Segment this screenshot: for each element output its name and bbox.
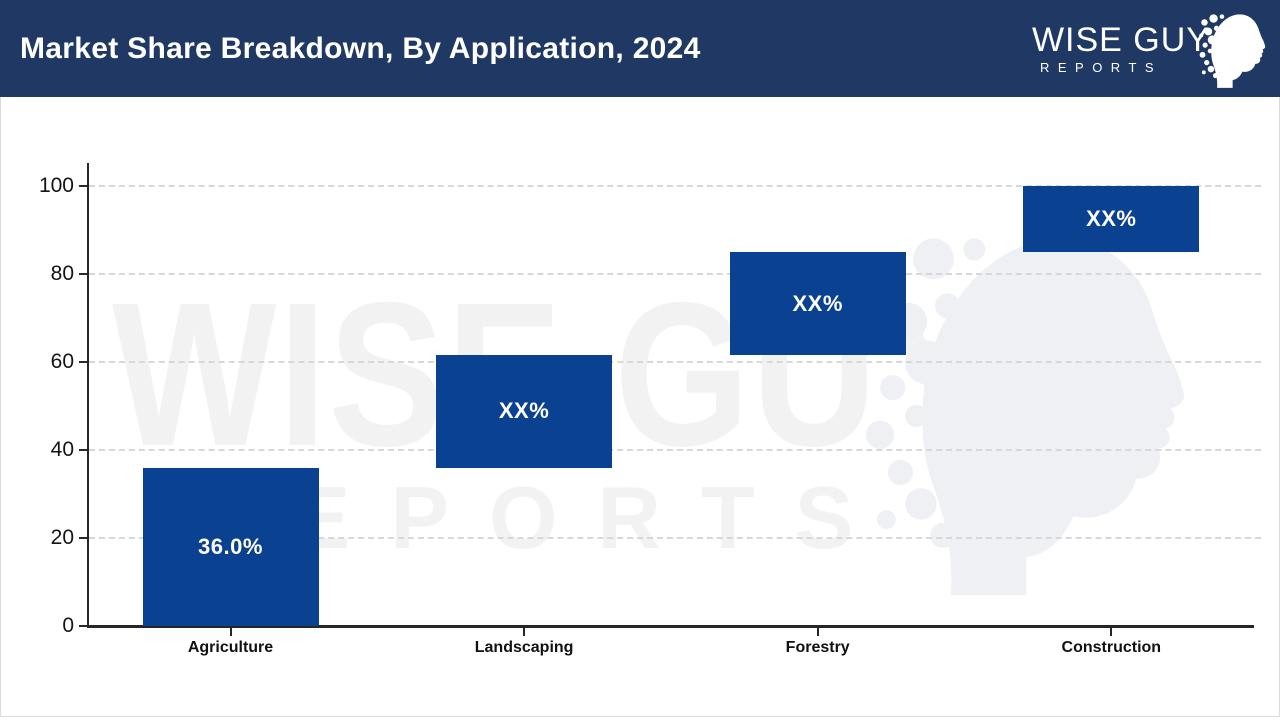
x-axis-category-label: Forestry	[785, 639, 850, 656]
y-axis-tick-label: 0	[62, 614, 74, 637]
y-axis-tick-label: 40	[50, 438, 74, 461]
y-axis-tick-label: 80	[50, 262, 74, 285]
gridline	[89, 185, 1261, 187]
x-axis-tick	[523, 628, 526, 636]
bar-value-label: XX%	[1086, 206, 1137, 231]
x-axis-tick	[229, 628, 232, 636]
x-axis-line	[87, 625, 1254, 628]
y-axis-tick	[79, 361, 87, 363]
bar-landscaping: XX%	[436, 355, 613, 468]
y-axis-tick-label: 100	[38, 174, 74, 197]
x-axis-tick	[816, 628, 819, 636]
logo-wordmark: WISE GUY	[1031, 21, 1210, 59]
brand-logo-text: WISE GUY REPORTS	[1032, 23, 1210, 74]
x-axis-category-label: Agriculture	[187, 639, 274, 656]
gridline	[89, 449, 1261, 451]
y-axis-tick	[79, 273, 87, 275]
bar-construction: XX%	[1023, 186, 1200, 252]
logo-subtext: REPORTS	[1039, 60, 1163, 75]
y-axis-tick-label: 60	[50, 350, 74, 373]
gridline	[89, 537, 1261, 539]
header: Market Share Breakdown, By Application, …	[0, 0, 1280, 97]
y-axis-tick	[79, 449, 87, 451]
x-axis-category-label: Landscaping	[474, 639, 574, 656]
x-axis-tick	[1110, 628, 1113, 636]
y-axis-tick-label: 20	[50, 526, 74, 549]
bar-value-label: XX%	[498, 398, 550, 424]
y-axis-tick	[79, 537, 87, 539]
bar-value-label: XX%	[792, 290, 843, 316]
logo-head-icon	[1199, 13, 1266, 88]
gridline	[89, 361, 1261, 363]
page-title: Market Share Breakdown, By Application, …	[20, 31, 701, 65]
brand-logo: WISE GUY REPORTS	[1032, 10, 1266, 88]
y-axis-tick	[79, 185, 87, 187]
figure-border-left	[0, 97, 1, 717]
gridline	[89, 273, 1261, 275]
bar-value-label: 36.0%	[198, 533, 263, 559]
bar-forestry: XX%	[729, 252, 906, 356]
y-axis-line	[87, 163, 89, 627]
figure-border-bottom	[0, 716, 1280, 717]
bar-agriculture: 36.0%	[142, 467, 319, 626]
x-axis-category-label: Construction	[1061, 639, 1162, 656]
y-axis-tick	[79, 625, 87, 627]
